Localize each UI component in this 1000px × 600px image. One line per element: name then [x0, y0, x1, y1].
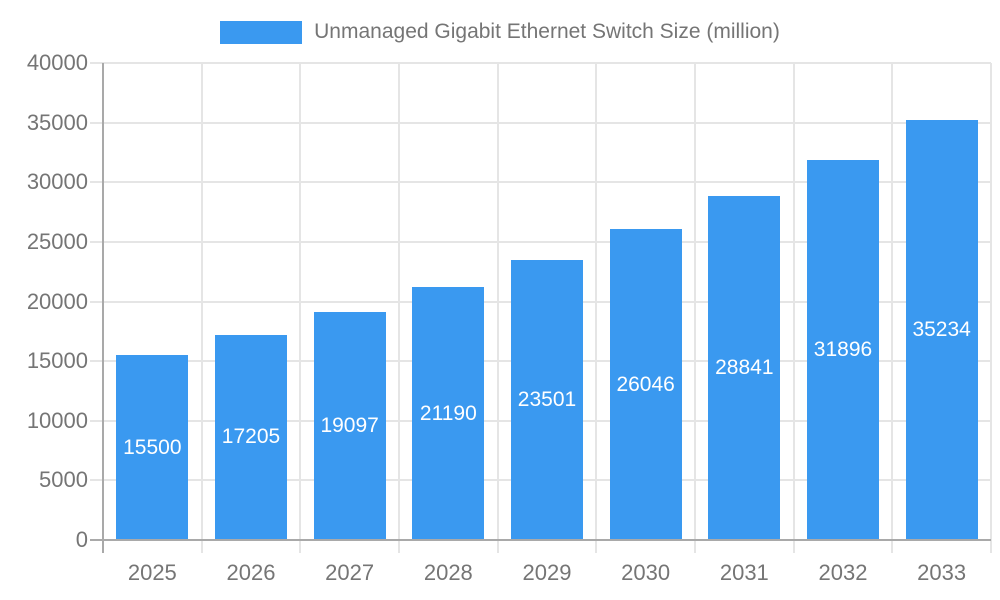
x-tick-label: 2031 [719, 560, 769, 585]
legend-swatch-icon [220, 20, 303, 44]
y-tick-label: 0 [75, 527, 88, 552]
y-tick-label: 15000 [26, 348, 88, 374]
y-tick-label: 10000 [26, 407, 88, 433]
gridline-vertical [792, 63, 795, 553]
gridline-vertical [694, 63, 696, 553]
bar: 17205 [215, 334, 287, 540]
gridline-vertical [496, 63, 499, 553]
bar-value-label: 15500 [123, 435, 182, 459]
gridline-vertical [891, 63, 894, 553]
gridline-horizontal [90, 121, 991, 124]
x-tick-label: 2029 [522, 560, 572, 585]
bar-value-label: 17205 [221, 425, 281, 449]
y-tick-label: 20000 [26, 288, 88, 314]
gridline-vertical [398, 63, 400, 553]
bar: 21190 [412, 287, 485, 540]
bar: 31896 [807, 159, 879, 540]
bar: 19097 [313, 312, 386, 540]
gridline-vertical [595, 63, 598, 553]
chart-legend[interactable]: Unmanaged Gigabit Ethernet Switch Size (… [0, 20, 1000, 44]
y-tick-label: 25000 [26, 228, 88, 254]
x-tick-label: 2027 [325, 560, 375, 585]
bar-value-label: 23501 [517, 387, 577, 411]
gridline-vertical [299, 63, 302, 553]
bar-value-label: 35234 [912, 317, 971, 341]
bar: 15500 [116, 355, 189, 540]
x-tick-label: 2028 [423, 560, 473, 585]
y-axis-line [102, 63, 104, 553]
x-tick-label: 2030 [621, 560, 671, 585]
y-tick-label: 5000 [39, 467, 88, 493]
gridline-horizontal [90, 62, 991, 64]
legend-label: Unmanaged Gigabit Ethernet Switch Size (… [314, 20, 780, 43]
bar: 23501 [511, 259, 583, 540]
x-tick-label: 2026 [226, 560, 276, 585]
gridline-vertical [990, 63, 992, 553]
y-tick-label: 35000 [26, 109, 88, 135]
bar: 28841 [708, 196, 781, 540]
bar-value-label: 26046 [616, 372, 675, 396]
gridline-horizontal [90, 181, 991, 184]
gridline-horizontal [90, 240, 991, 243]
gridline-vertical [200, 63, 203, 553]
bar-value-label: 21190 [419, 401, 477, 425]
bar-value-label: 31896 [813, 337, 873, 361]
y-tick-label: 40000 [26, 50, 88, 75]
bar: 35234 [905, 119, 978, 540]
bar-value-label: 19097 [320, 414, 379, 438]
x-tick-label: 2032 [818, 560, 868, 585]
plot-area: 15500 17205 19097 21190 23501 26046 28841 31896… [103, 63, 991, 540]
x-axis-baseline [90, 539, 991, 541]
x-tick-label: 2033 [917, 560, 967, 585]
bar-value-label: 28841 [715, 356, 774, 380]
x-tick-label: 2025 [127, 560, 177, 585]
y-tick-label: 30000 [26, 169, 88, 195]
bar: 26046 [609, 229, 682, 540]
